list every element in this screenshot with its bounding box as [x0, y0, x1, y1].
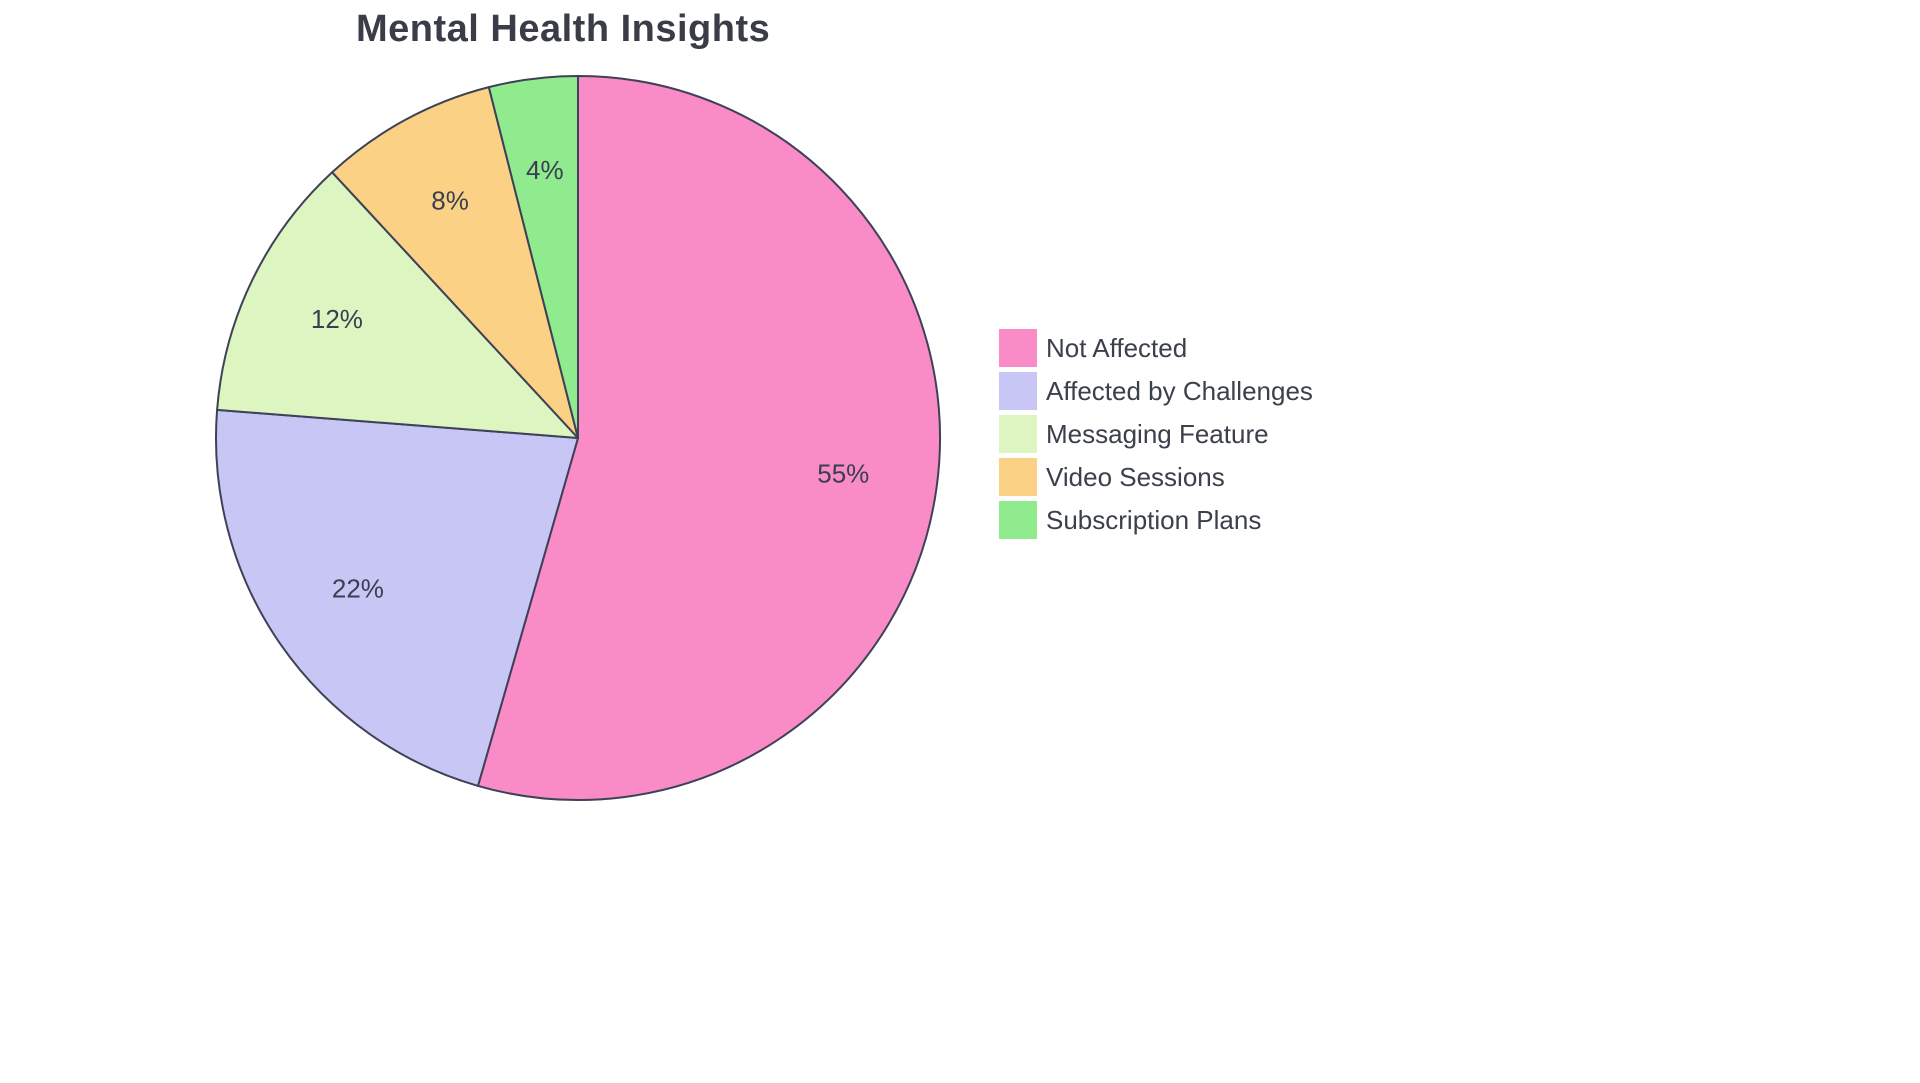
pie-percent-label: 12% [311, 304, 363, 334]
legend-item-messaging-feature: Messaging Feature [999, 415, 1313, 453]
legend-label: Subscription Plans [1046, 504, 1262, 535]
pie-percent-label: 8% [431, 185, 469, 215]
legend-label: Not Affected [1046, 332, 1188, 363]
legend-item-affected-by-challenges: Affected by Challenges [999, 372, 1313, 410]
legend-label: Messaging Feature [1046, 418, 1269, 449]
chart-title: Mental Health Insights [356, 8, 771, 50]
pie-slice-video-sessions [331, 86, 579, 439]
pie-percent-label: 4% [526, 155, 564, 185]
pie-percent-label: 22% [332, 574, 384, 604]
pie-slice-affected-by-challenges [215, 408, 579, 787]
pie-slice-messaging-feature [216, 171, 579, 439]
legend-swatch [999, 458, 1037, 496]
legend-swatch [999, 501, 1037, 539]
legend-item-video-sessions: Video Sessions [999, 458, 1313, 496]
legend-swatch [999, 329, 1037, 367]
pie-slice-not-affected [476, 75, 941, 801]
legend-label: Video Sessions [1046, 461, 1225, 492]
pie-slice-subscription-plans [487, 75, 579, 439]
legend-label: Affected by Challenges [1046, 375, 1313, 406]
legend-swatch [999, 372, 1037, 410]
pie-percent-label: 55% [817, 458, 869, 488]
legend-item-subscription-plans: Subscription Plans [999, 501, 1313, 539]
legend-item-not-affected: Not Affected [999, 329, 1313, 367]
chart-legend: Not Affected Affected by Challenges Messag… [999, 329, 1313, 539]
legend-swatch [999, 415, 1037, 453]
